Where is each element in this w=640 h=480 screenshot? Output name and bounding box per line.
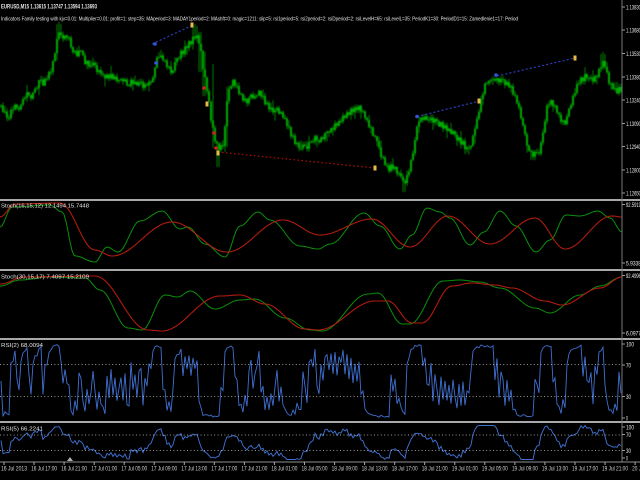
svg-text:16 Jul 21:00: 16 Jul 21:00 [61,467,88,473]
svg-text:18 Jul 17:00: 18 Jul 17:00 [392,467,419,473]
svg-text:17 Jul 09:00: 17 Jul 09:00 [151,467,178,473]
svg-text:1.13830: 1.13830 [626,6,640,12]
svg-text:70: 70 [626,364,631,370]
svg-text:20 Jul 01:00: 20 Jul 01:00 [632,467,640,473]
svg-text:18 Jul 01:00: 18 Jul 01:00 [271,467,298,473]
svg-text:19 Jul 09:00: 19 Jul 09:00 [512,467,539,473]
svg-text:1.13530: 1.13530 [626,52,640,58]
svg-text:100: 100 [626,343,635,349]
svg-text:18 Jul 09:00: 18 Jul 09:00 [332,467,359,473]
svg-text:Stoch(16,15,12) 12.1494 15.744: Stoch(16,15,12) 12.1494 15.7448 [1,204,89,210]
svg-text:19 Jul 21:00: 19 Jul 21:00 [602,467,629,473]
svg-text:Indicators Family testing with: Indicators Family testing with kjv=0.01:… [1,17,518,23]
svg-text:18 Jul 05:00: 18 Jul 05:00 [302,467,329,473]
svg-text:19 Jul 17:00: 19 Jul 17:00 [572,467,599,473]
svg-text:1.13380: 1.13380 [626,76,640,82]
svg-text:30: 30 [626,395,631,401]
svg-text:0: 0 [626,417,628,423]
svg-text:17 Jul 01:00: 17 Jul 01:00 [91,467,118,473]
svg-text:92.5919: 92.5919 [626,203,640,209]
svg-text:17 Jul 21:00: 17 Jul 21:00 [241,467,268,473]
svg-text:92.4996: 92.4996 [626,274,640,280]
svg-text:1.13090: 1.13090 [626,122,640,128]
svg-text:17 Jul 05:00: 17 Jul 05:00 [121,467,148,473]
svg-text:5.9338: 5.9338 [626,262,640,268]
svg-text:RSI(2) 68.0094: RSI(2) 68.0094 [1,343,44,349]
svg-text:EURUSD,M15 1.13615 1.13747 1.: EURUSD,M15 1.13615 1.13747 1.13594 1.136… [1,4,97,11]
svg-text:0: 0 [626,457,628,463]
svg-text:19 Jul 13:00: 19 Jul 13:00 [542,467,569,473]
svg-text:18 Jul 13:00: 18 Jul 13:00 [362,467,389,473]
svg-text:RSI(5) 66.2241: RSI(5) 66.2241 [1,427,43,433]
svg-text:1.12800: 1.12800 [626,169,640,175]
svg-text:100: 100 [626,426,635,432]
svg-text:18 Jul 21:00: 18 Jul 21:00 [422,467,449,473]
svg-text:1.13680: 1.13680 [626,29,640,35]
svg-text:16 Jul 2013: 16 Jul 2013 [1,467,28,473]
svg-text:30: 30 [626,449,631,455]
svg-text:Stoch(30,15,17) 7.4097 15.2109: Stoch(30,15,17) 7.4097 15.2109 [1,275,89,281]
svg-text:1.12940: 1.12940 [626,145,640,151]
svg-text:70: 70 [626,433,631,439]
svg-text:19 Jul 05:00: 19 Jul 05:00 [482,467,509,473]
svg-text:16 Jul 17:00: 16 Jul 17:00 [31,467,58,473]
svg-text:17 Jul 13:00: 17 Jul 13:00 [181,467,208,473]
svg-text:1.13240: 1.13240 [626,99,640,105]
svg-text:6.0977: 6.0977 [626,332,640,338]
svg-text:17 Jul 17:00: 17 Jul 17:00 [211,467,238,473]
svg-text:1.12650: 1.12650 [626,192,640,198]
svg-text:19 Jul 01:00: 19 Jul 01:00 [452,467,479,473]
